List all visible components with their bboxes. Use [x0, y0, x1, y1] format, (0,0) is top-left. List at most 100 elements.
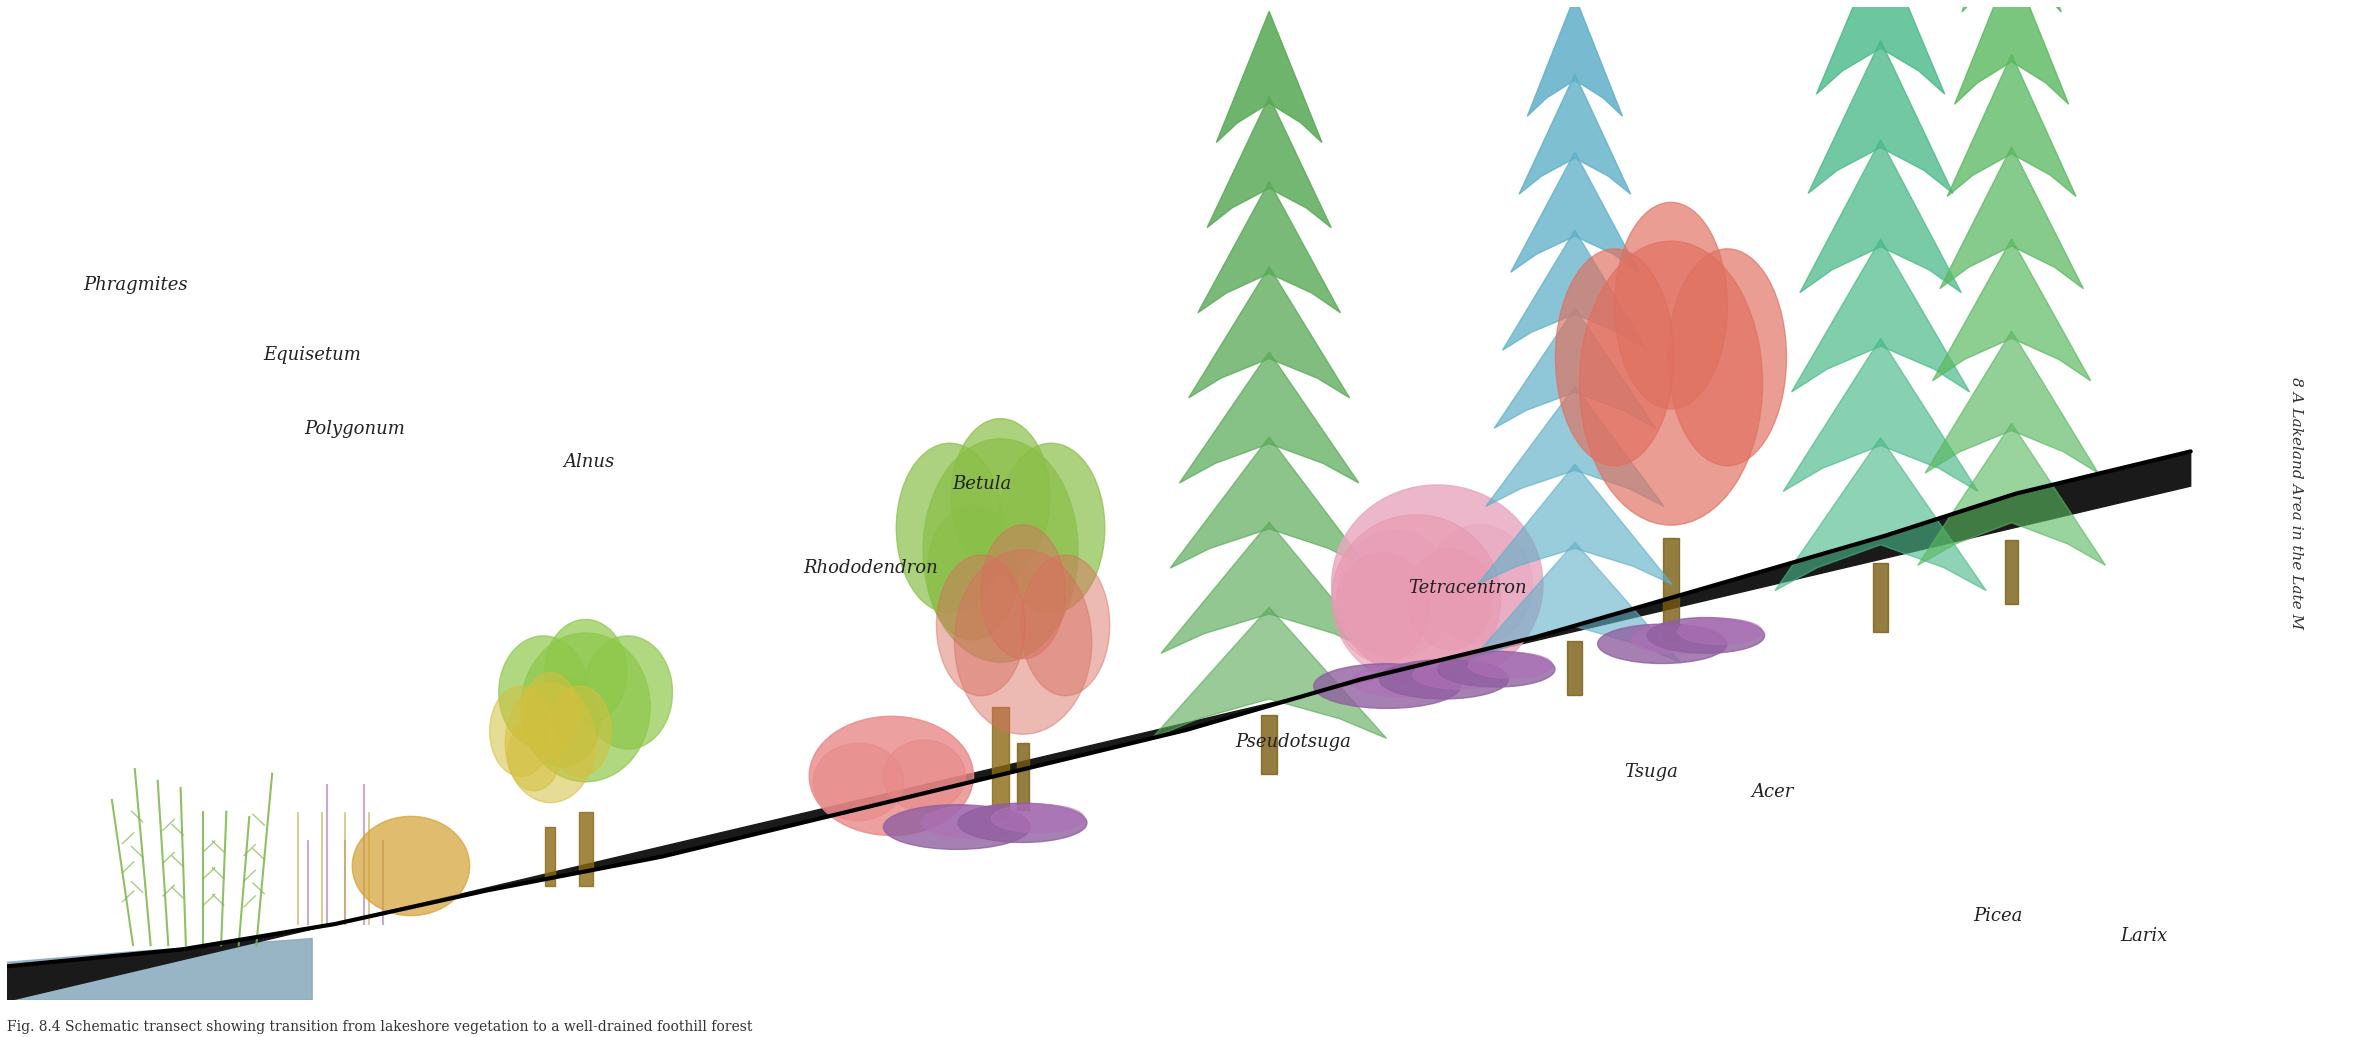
Ellipse shape: [1427, 525, 1533, 644]
Polygon shape: [1963, 0, 2062, 12]
Polygon shape: [1528, 0, 1623, 116]
Polygon shape: [1486, 386, 1663, 506]
Ellipse shape: [1020, 555, 1110, 696]
Ellipse shape: [997, 443, 1105, 613]
Ellipse shape: [1632, 625, 1724, 653]
Bar: [1261, 714, 1278, 775]
Text: Alnus: Alnus: [565, 453, 614, 471]
Polygon shape: [7, 938, 312, 1000]
Polygon shape: [1816, 0, 1944, 94]
Ellipse shape: [959, 803, 1087, 842]
Ellipse shape: [935, 555, 1025, 696]
Polygon shape: [1495, 308, 1656, 428]
Ellipse shape: [522, 633, 650, 782]
Bar: [1568, 641, 1583, 695]
Ellipse shape: [1646, 617, 1764, 653]
Text: Pseudotsuga: Pseudotsuga: [1235, 733, 1351, 751]
Ellipse shape: [954, 550, 1091, 734]
Polygon shape: [1800, 140, 1960, 292]
Ellipse shape: [508, 720, 560, 791]
Polygon shape: [7, 451, 2190, 1001]
Text: Tetracentron: Tetracentron: [1408, 579, 1526, 597]
Ellipse shape: [1313, 664, 1460, 708]
Polygon shape: [1790, 240, 1970, 392]
Bar: [1873, 563, 1887, 633]
Ellipse shape: [583, 636, 673, 749]
Text: Larix: Larix: [2121, 926, 2168, 945]
Ellipse shape: [524, 677, 600, 767]
Polygon shape: [1207, 96, 1332, 228]
Polygon shape: [1918, 423, 2105, 565]
Text: Rhododendron: Rhododendron: [803, 559, 938, 577]
Polygon shape: [1809, 40, 1953, 194]
Bar: [1663, 538, 1679, 641]
Ellipse shape: [1580, 241, 1762, 525]
Ellipse shape: [1332, 514, 1500, 683]
Ellipse shape: [883, 805, 1030, 849]
Polygon shape: [1179, 352, 1358, 483]
Polygon shape: [1469, 542, 1679, 663]
Polygon shape: [1946, 54, 2076, 196]
Text: Picea: Picea: [1975, 906, 2022, 925]
Ellipse shape: [992, 805, 1084, 833]
Ellipse shape: [1332, 485, 1542, 683]
Ellipse shape: [952, 419, 1049, 576]
Ellipse shape: [489, 685, 553, 777]
Text: Tsuga: Tsuga: [1623, 762, 1677, 781]
Ellipse shape: [813, 744, 905, 820]
Ellipse shape: [1616, 202, 1727, 409]
Ellipse shape: [1408, 549, 1493, 650]
Ellipse shape: [1337, 530, 1453, 658]
Polygon shape: [1216, 11, 1323, 142]
Bar: [2005, 539, 2017, 605]
Ellipse shape: [1557, 249, 1675, 466]
Ellipse shape: [1337, 553, 1429, 663]
Ellipse shape: [1379, 660, 1509, 699]
Polygon shape: [1169, 437, 1368, 568]
Ellipse shape: [546, 619, 626, 724]
Bar: [579, 812, 593, 887]
Polygon shape: [1939, 146, 2083, 288]
Text: Acer: Acer: [1753, 783, 1793, 801]
Polygon shape: [1774, 438, 1986, 591]
Polygon shape: [1198, 181, 1339, 313]
Text: 8 A Lakeland Area in the Late M: 8 A Lakeland Area in the Late M: [2289, 377, 2303, 629]
Ellipse shape: [505, 683, 595, 803]
Ellipse shape: [1351, 665, 1457, 697]
Ellipse shape: [352, 816, 470, 916]
Polygon shape: [1783, 338, 1977, 492]
Polygon shape: [1512, 152, 1639, 273]
Ellipse shape: [883, 740, 966, 812]
Ellipse shape: [921, 806, 1027, 838]
Text: Fig. 8.4 Schematic transect showing transition from lakeshore vegetation to a we: Fig. 8.4 Schematic transect showing tran…: [7, 1020, 753, 1034]
Ellipse shape: [928, 506, 1018, 640]
Polygon shape: [1956, 0, 2069, 105]
Polygon shape: [1925, 331, 2097, 473]
Bar: [546, 826, 555, 887]
Polygon shape: [1932, 239, 2090, 381]
Text: Polygonum: Polygonum: [305, 420, 404, 438]
Ellipse shape: [924, 439, 1077, 663]
Ellipse shape: [522, 673, 579, 756]
Ellipse shape: [980, 525, 1065, 658]
Polygon shape: [7, 451, 2190, 1000]
Polygon shape: [1162, 523, 1377, 653]
Ellipse shape: [1668, 249, 1786, 466]
Ellipse shape: [1677, 618, 1762, 644]
Polygon shape: [1188, 267, 1349, 398]
Ellipse shape: [498, 636, 588, 749]
Ellipse shape: [1412, 661, 1507, 690]
Polygon shape: [1479, 465, 1672, 585]
Polygon shape: [1519, 74, 1630, 194]
Bar: [1016, 742, 1030, 810]
Text: Equisetum: Equisetum: [262, 345, 361, 364]
Ellipse shape: [1438, 651, 1554, 688]
Text: Betula: Betula: [952, 475, 1011, 493]
Ellipse shape: [895, 443, 1004, 613]
Polygon shape: [1502, 230, 1646, 351]
Ellipse shape: [1597, 624, 1727, 664]
Text: Phragmites: Phragmites: [83, 276, 189, 295]
Ellipse shape: [810, 717, 973, 836]
Bar: [992, 707, 1009, 818]
Polygon shape: [1153, 608, 1386, 738]
